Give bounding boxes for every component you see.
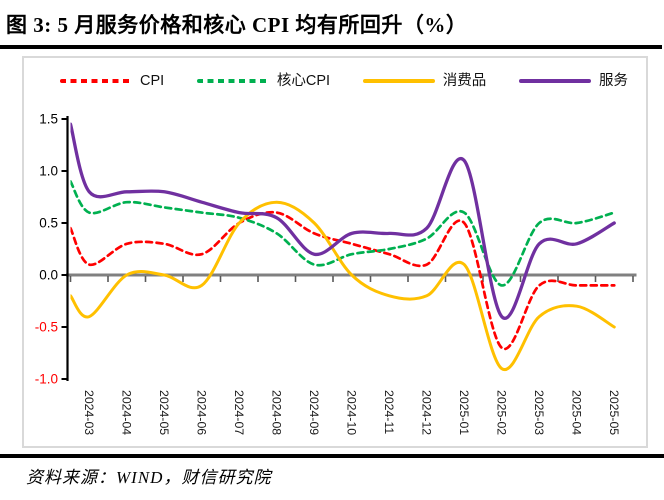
y-axis: 1.5 1.0 0.5 0.0 -0.5 -1.0 [35, 112, 69, 387]
series-line-核心CPI [70, 180, 616, 287]
legend: CPI 核心CPI 消费品 服务 [24, 74, 646, 89]
y-axis-tick-label: -1.0 [35, 372, 58, 387]
x-axis-month-label: 2024-07 [232, 390, 246, 435]
x-axis-month-label: 2024-06 [194, 390, 208, 435]
legend-label: 消费品 [442, 73, 487, 89]
legend-line-sample [60, 79, 132, 84]
series-line-CPI [70, 210, 616, 351]
x-axis-month-label: 2025-02 [494, 390, 508, 435]
x-axis-month-label: 2025-05 [607, 390, 621, 435]
legend-item-服务: 服务 [519, 74, 628, 89]
x-axis-month-label: 2024-03 [82, 390, 96, 435]
y-axis-tick-label: -0.5 [35, 320, 58, 335]
x-axis-month-label: 2025-04 [569, 390, 583, 435]
legend-line-sample [519, 79, 591, 84]
x-axis-month-label: 2024-11 [382, 390, 396, 434]
x-axis-month-label: 2025-01 [457, 390, 471, 435]
legend-item-CPI: CPI [60, 74, 164, 89]
legend-line-sample [362, 79, 435, 84]
series-line-消费品 [70, 200, 616, 372]
x-axis-month-label: 2024-09 [307, 390, 321, 435]
series-line-服务 [70, 122, 616, 320]
x-axis-month-label: 2025-03 [532, 390, 546, 435]
y-axis-tick-label: 1.5 [39, 112, 58, 127]
x-axis-month-label: 2024-05 [157, 390, 171, 435]
source-note: 资料来源：WIND，财信研究院 [26, 468, 272, 487]
legend-item-核心CPI: 核心CPI [196, 73, 331, 89]
x-axis-month-label: 2024-10 [344, 390, 358, 435]
y-axis-tick-label: 0.5 [39, 216, 58, 231]
series-lines [70, 122, 616, 372]
page-title: 图 3: 5 月服务价格和核心 CPI 均有所回升（%） [6, 13, 468, 37]
x-axis-labels: 2024-03 2024-04 2024-05 2024-06 2024-07 2024-… [82, 390, 621, 435]
y-axis-tick-label: 0.0 [39, 268, 58, 283]
title-rule [0, 45, 662, 49]
legend-label: CPI [140, 73, 165, 89]
x-axis-month-label: 2024-04 [119, 390, 133, 435]
bottom-rule [0, 454, 664, 458]
legend-label: 服务 [599, 73, 628, 89]
x-axis-month-label: 2024-12 [419, 390, 433, 435]
legend-item-消费品: 消费品 [362, 73, 487, 89]
y-axis-tick-label: 1.0 [39, 164, 58, 179]
legend-line-sample [196, 79, 269, 84]
chart-panel: CPI 核心CPI 消费品 服务 1.5 1.0 0.5 0.0 -0.5 -1.0 2024-0… [22, 56, 648, 448]
legend-label: 核心CPI [276, 73, 331, 89]
x-axis-month-label: 2024-08 [269, 390, 283, 435]
